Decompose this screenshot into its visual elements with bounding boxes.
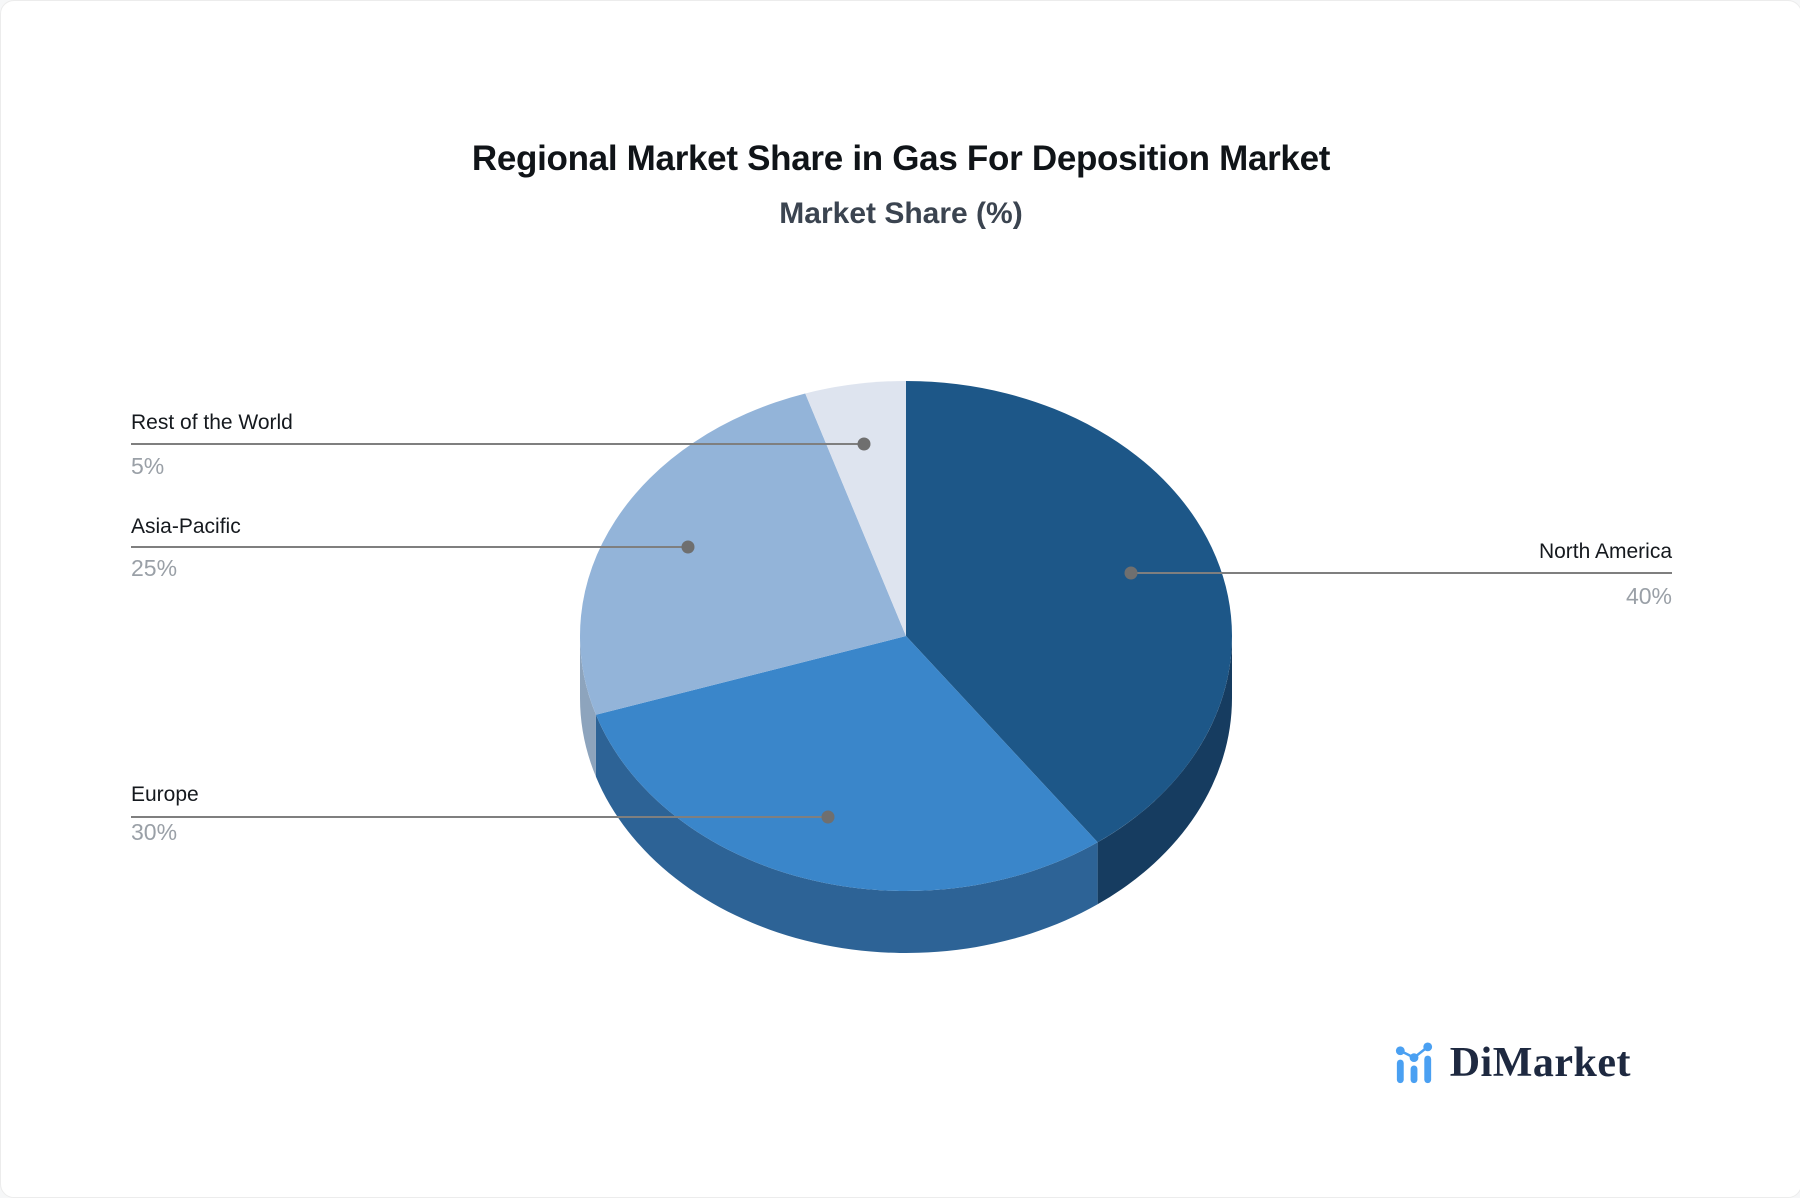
- logo-bar-2: [1424, 1055, 1431, 1083]
- leader-dot-rest-of-the-world: [857, 437, 871, 451]
- pie-slice-asia-pacific: [580, 393, 906, 715]
- pie-slice-side-asia-pacific: [580, 636, 596, 777]
- chart-title: Regional Market Share in Gas For Deposit…: [471, 139, 1331, 178]
- logo-bar-0: [1396, 1059, 1404, 1083]
- callout-label-north-america: North America: [1538, 540, 1672, 563]
- pie-slice-side-europe: [595, 714, 1098, 954]
- callout-label-europe: Europe: [131, 783, 199, 806]
- chart-subtitle: Market Share (%): [779, 197, 1023, 230]
- bar-chart-icon: [1395, 1041, 1432, 1083]
- pie-slice-north-america: [906, 381, 1233, 843]
- leader-dot-asia-pacific: [681, 540, 695, 554]
- logo-dot-2: [1423, 1041, 1432, 1051]
- callout-label-rest-of-the-world: Rest of the World: [131, 411, 293, 434]
- callout-value-europe: 30%: [131, 819, 178, 845]
- pie-slice-side-north-america: [1097, 636, 1232, 905]
- callout-value-north-america: 40%: [1625, 583, 1672, 609]
- brand-logo-text: DiMarket: [1449, 1040, 1631, 1086]
- logo-dot-1: [1409, 1052, 1419, 1062]
- callout-value-asia-pacific: 25%: [131, 555, 178, 581]
- brand-logo: DiMarket: [1391, 1039, 1631, 1087]
- callout-label-asia-pacific: Asia-Pacific: [131, 515, 241, 538]
- callout-value-rest-of-the-world: 5%: [131, 453, 165, 479]
- logo-bar-1: [1410, 1064, 1418, 1083]
- pie-slice-europe: [595, 636, 1098, 891]
- leader-dot-europe: [821, 810, 835, 824]
- logo-dot-0: [1395, 1045, 1405, 1055]
- leader-dot-north-america: [1124, 566, 1138, 580]
